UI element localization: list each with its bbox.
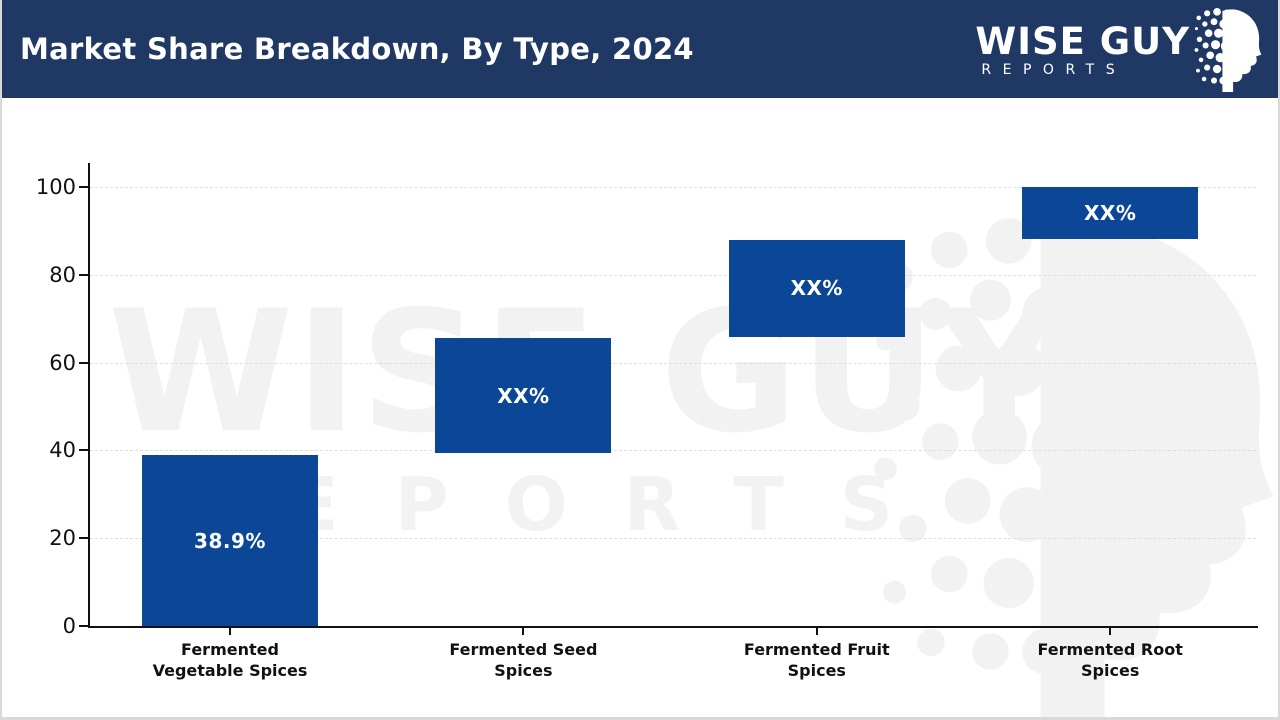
y-tick-label-100: 100 (35, 175, 76, 199)
logo-reports-text: REPORTS (981, 62, 1127, 78)
x-axis-spine (88, 626, 1258, 628)
y-tick-20 (79, 537, 88, 540)
bar-value-label: XX% (790, 276, 843, 301)
wise-guy-head-icon (1194, 8, 1262, 92)
gridline-100 (90, 187, 1256, 188)
y-tick-40 (79, 449, 88, 452)
y-tick-label-40: 40 (49, 438, 76, 463)
y-tick-80 (79, 273, 88, 276)
gridline-60 (90, 362, 1256, 364)
x-category-label: Fermented Root Spices (1037, 640, 1183, 680)
bar-segment: 38.9% (142, 455, 318, 626)
y-tick-label-80: 80 (49, 262, 76, 287)
x-tick-0 (229, 628, 231, 635)
y-tick-label-0: 0 (62, 614, 76, 638)
y-tick-60 (79, 361, 88, 364)
y-tick-0 (79, 625, 88, 627)
logo-name-text: WISE GUY (975, 20, 1190, 63)
x-category-label: Fermented Vegetable Spices (152, 640, 308, 680)
bar-value-label: XX% (1083, 201, 1137, 226)
y-tick-100 (79, 186, 88, 188)
bar-segment: XX% (1022, 187, 1199, 240)
gridline-40 (90, 450, 1256, 452)
header-bar: Market Share Breakdown, By Type, 2024 WI… (0, 0, 1280, 98)
bar-segment: XX% (728, 240, 905, 337)
x-tick-1 (522, 628, 525, 635)
chart-title: Market Share Breakdown, By Type, 2024 (20, 32, 694, 66)
y-axis-spine (88, 163, 90, 628)
x-tick-2 (815, 628, 818, 635)
bar-value-label: 38.9% (194, 528, 266, 553)
gridline-80 (90, 274, 1256, 276)
x-tick-3 (1109, 628, 1112, 635)
x-category-label: Fermented Seed Spices (449, 640, 598, 680)
y-tick-label-20: 20 (49, 526, 76, 551)
y-tick-label-60: 60 (49, 350, 76, 375)
x-category-label: Fermented Fruit Spices (743, 640, 890, 680)
bar-segment: XX% (435, 338, 612, 454)
wise-guy-logo: WISE GUY REPORTS (975, 8, 1266, 92)
wise-guy-logo-text: WISE GUY REPORTS (975, 23, 1190, 77)
bar-value-label: XX% (497, 383, 550, 408)
gridline-20 (90, 538, 1256, 540)
